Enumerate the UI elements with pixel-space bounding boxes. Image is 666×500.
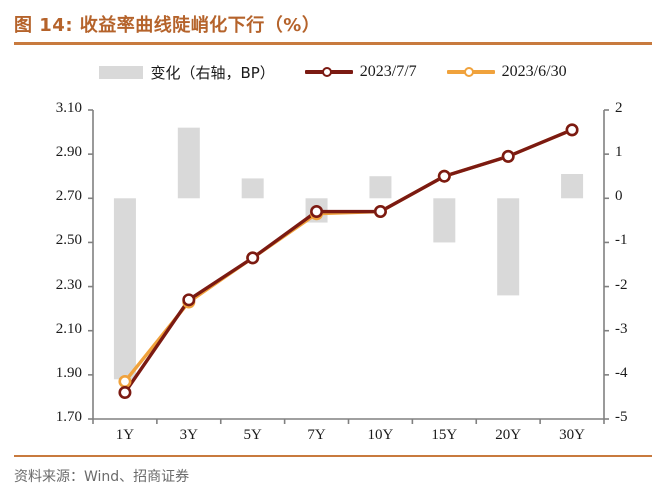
title-divider [14, 42, 652, 45]
point-2023/7/7-10Y [373, 205, 387, 219]
legend-label-change: 变化（右轴，BP） [150, 63, 275, 82]
y-axis-left-tick-1.90: 1.90 [55, 364, 82, 381]
bar-20Y [497, 198, 520, 296]
point-2023/7/7-1Y [118, 386, 132, 400]
y-axis-left-tick-1.70: 1.70 [55, 409, 82, 425]
y-axis-right-tick--5: -5 [615, 409, 628, 425]
line-marker-icon-orange [446, 65, 495, 79]
legend-item-2023-06-30[interactable]: 2023/6/30 [446, 63, 567, 81]
x-axis-tick-3Y: 3Y [179, 427, 198, 443]
figure-title: 图 14: 收益率曲线陡峭化下行（%） [14, 8, 652, 40]
y-axis-right-tick-2: 2 [615, 100, 623, 116]
point-2023/7/7-30Y [565, 123, 579, 137]
page-title: 图 14: 收益率曲线陡峭化下行（%） [14, 15, 321, 36]
bar-1Y [113, 198, 136, 380]
legend-item-change[interactable]: 变化（右轴，BP） [99, 62, 275, 83]
bar-30Y [561, 174, 584, 199]
bar-swatch-icon [99, 65, 144, 79]
point-2023/7/7-5Y [246, 251, 260, 265]
point-2023/7/7-20Y [501, 149, 515, 163]
y-axis-left-tick-3.10: 3.10 [55, 100, 82, 116]
point-2023/7/7-15Y [437, 169, 451, 183]
line-2023/7/7 [123, 128, 574, 395]
x-axis-tick-5Y: 5Y [243, 427, 262, 443]
y-axis-right-tick--2: -2 [615, 276, 628, 293]
point-2023/6/30-1Y [118, 374, 132, 388]
y-axis-left-tick-2.90: 2.90 [55, 144, 82, 161]
x-axis-tick-7Y: 7Y [307, 427, 326, 443]
line-marker-icon-dark-red [304, 65, 353, 79]
x-axis-tick-30Y: 30Y [559, 427, 585, 443]
y-axis-right-tick-1: 1 [615, 144, 623, 161]
chart-legend: 变化（右轴，BP） 2023/7/7 2023/6/30 [0, 58, 666, 86]
y-axis-left-tick-2.50: 2.50 [55, 232, 82, 249]
bar-5Y [241, 178, 264, 199]
x-axis-tick-20Y: 20Y [495, 427, 522, 443]
y-axis-right-tick--1: -1 [615, 232, 628, 249]
x-axis-tick-15Y: 15Y [431, 427, 458, 443]
y-axis-right-tick-0: 0 [615, 188, 623, 205]
y-axis-left-tick-2.70: 2.70 [55, 188, 82, 205]
bar-3Y [177, 127, 200, 199]
bar-10Y [369, 176, 392, 199]
bar-15Y [433, 198, 456, 243]
y-axis-right-tick--4: -4 [615, 364, 628, 381]
legend-item-2023-07-07[interactable]: 2023/7/7 [304, 63, 417, 81]
y-axis-left-tick-2.10: 2.10 [55, 320, 82, 337]
point-2023/7/7-3Y [182, 293, 196, 307]
y-axis-left-tick-2.30: 2.30 [55, 276, 82, 293]
x-axis-tick-10Y: 10Y [367, 427, 394, 443]
footer-divider [14, 455, 652, 457]
legend-label-2023-07-07: 2023/7/7 [359, 63, 417, 80]
y-axis-right-tick--3: -3 [615, 320, 628, 337]
point-2023/7/7-7Y [310, 205, 324, 219]
legend-label-2023-06-30: 2023/6/30 [501, 63, 567, 80]
source-note: 资料来源：Wind、招商证券 [14, 469, 190, 485]
x-axis-tick-1Y: 1Y [115, 427, 135, 443]
